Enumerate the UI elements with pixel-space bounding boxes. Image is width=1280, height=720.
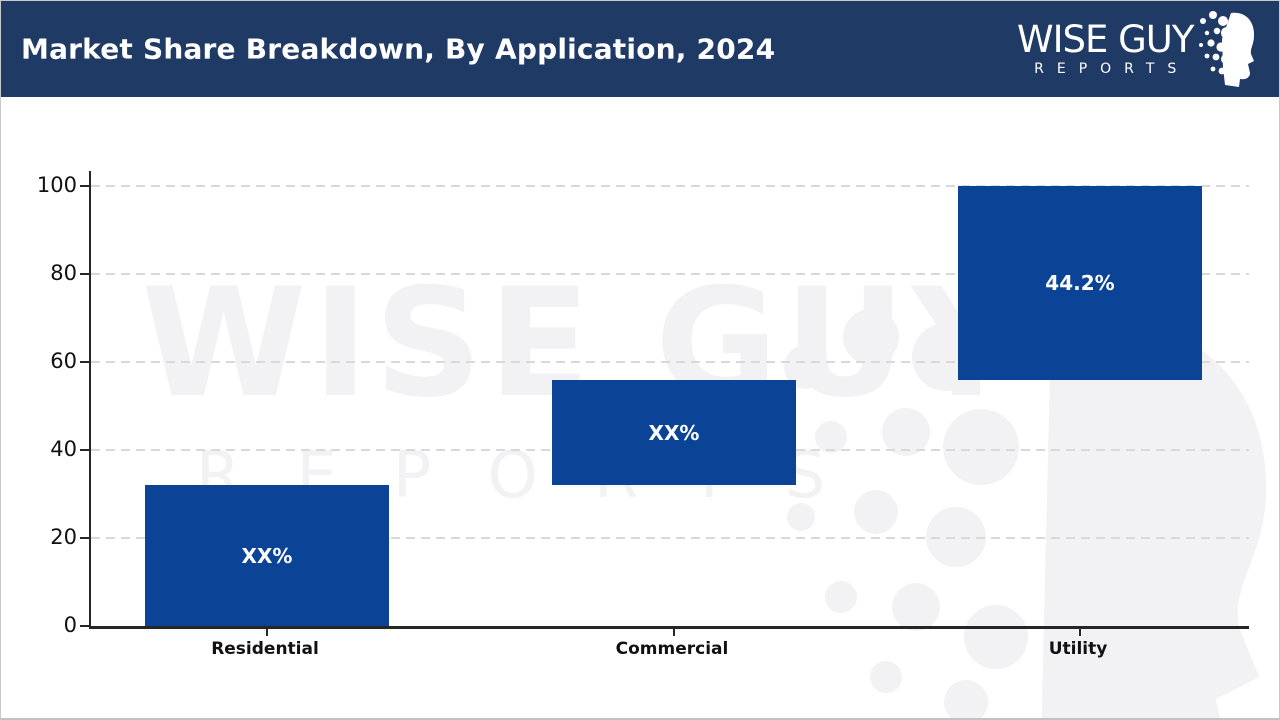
- y-tick-label: 100: [36, 172, 77, 197]
- y-tick-label: 40: [50, 437, 77, 461]
- bar-value-label: XX%: [241, 543, 293, 568]
- y-tick-label: 80: [50, 261, 77, 285]
- x-tick-mark: [673, 629, 675, 636]
- logo-subtext: REPORTS: [1034, 61, 1190, 78]
- y-tick-label: 20: [50, 525, 77, 549]
- bar-utility: 44.2%: [958, 186, 1202, 381]
- bar-value-label: XX%: [648, 420, 700, 445]
- y-tick-mark: [80, 273, 89, 275]
- y-tick-label: 0: [63, 613, 77, 637]
- y-tick-label: 60: [50, 349, 77, 373]
- y-tick-mark: [80, 537, 89, 539]
- plot-area: XX% XX% 44.2% 0 20 40 60 80 100: [37, 171, 1249, 637]
- logo-text: WISE GUY REPORTS: [1017, 17, 1194, 78]
- gridline: [91, 185, 1249, 187]
- logo-wordmark: WISE GUY: [1017, 17, 1194, 61]
- y-tick-mark: [80, 449, 89, 451]
- bar-residential: XX%: [145, 485, 389, 626]
- bar-value-label: 44.2%: [1045, 271, 1115, 296]
- y-tick-mark: [80, 625, 89, 627]
- x-tick-mark: [1079, 629, 1081, 636]
- gridline: [91, 361, 1249, 363]
- y-tick-mark: [80, 361, 89, 363]
- wiseguy-logo: WISE GUY REPORTS: [1017, 7, 1267, 91]
- gridline: [91, 537, 1249, 539]
- gridline: [91, 273, 1249, 275]
- x-tick-mark: [266, 629, 268, 636]
- x-axis-label-utility: Utility: [1048, 639, 1108, 659]
- x-axis-label-residential: Residential: [211, 639, 319, 659]
- header: Market Share Breakdown, By Application, …: [1, 1, 1279, 97]
- logo-face-icon: [1199, 11, 1255, 87]
- bar-commercial: XX%: [552, 380, 796, 486]
- x-axis-label-commercial: Commercial: [615, 639, 729, 659]
- page-title: Market Share Breakdown, By Application, …: [21, 32, 776, 66]
- chart-area: WISE GUY REPORTS XX% XX%: [1, 97, 1279, 718]
- y-tick-mark: [80, 185, 89, 187]
